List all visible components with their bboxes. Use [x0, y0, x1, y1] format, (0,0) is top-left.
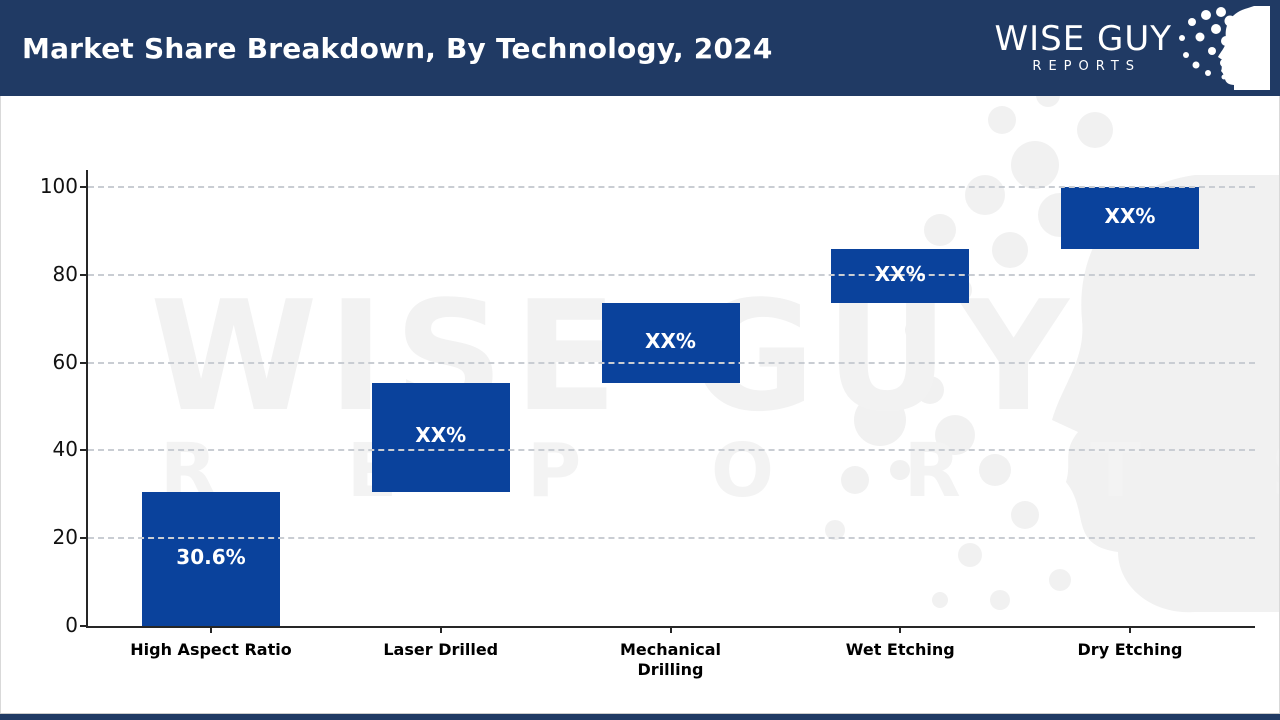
gridline	[88, 449, 1255, 452]
y-tickmark	[80, 625, 88, 627]
x-category-label: Mechanical Drilling	[619, 640, 722, 679]
bar-segment	[831, 248, 970, 303]
y-tick-label: 40	[52, 437, 78, 462]
left-border	[0, 96, 1, 714]
y-tickmark	[80, 361, 88, 364]
gridline	[88, 186, 1255, 188]
page-title: Market Share Breakdown, By Technology, 2…	[22, 31, 773, 65]
y-tick-label: 20	[52, 525, 78, 550]
brand-logo-text: WISE GUY REPORTS	[994, 22, 1172, 74]
x-category-label: Wet Etching	[845, 640, 955, 659]
gridline	[88, 273, 1255, 276]
watermark-text-line2: R E P O R T S	[160, 428, 1280, 514]
y-tick-label: 0	[65, 613, 78, 637]
x-tickmark	[669, 626, 672, 633]
x-tickmark	[899, 626, 902, 633]
y-tickmark	[80, 273, 88, 276]
watermark-face-silhouette	[1052, 175, 1280, 613]
y-tickmark	[80, 449, 88, 452]
y-tick-label: 80	[52, 261, 78, 286]
bar-value-label: XX%	[415, 423, 467, 448]
gridline	[88, 537, 1255, 540]
brand-name: WISE GUY	[994, 19, 1172, 59]
brand-logo: WISE GUY REPORTS	[994, 6, 1270, 90]
x-category-label: High Aspect Ratio	[130, 640, 292, 659]
bar-value-label: XX%	[1104, 203, 1156, 228]
footer-divider	[0, 713, 1280, 714]
brand-face-icon	[1179, 6, 1270, 90]
x-tickmark	[439, 626, 442, 633]
bar-value-label: XX%	[874, 261, 926, 286]
brand-subname: REPORTS	[1032, 59, 1142, 74]
x-axis-line	[86, 626, 1255, 628]
x-category-label: Dry Etching	[1077, 640, 1183, 659]
footer-bar	[0, 714, 1280, 720]
y-tick-label: 60	[52, 349, 78, 374]
x-tickmark	[210, 626, 212, 633]
bar-segment	[601, 302, 740, 384]
header-bar: Market Share Breakdown, By Technology, 2…	[0, 0, 1280, 96]
bar-value-label: 30.6%	[176, 544, 246, 569]
bar-segment	[142, 491, 280, 626]
y-tickmark	[80, 186, 88, 188]
y-tick-label: 100	[39, 174, 78, 198]
bar-segment	[371, 383, 510, 492]
bar-value-label: XX%	[645, 329, 696, 354]
y-tickmark	[80, 537, 88, 540]
y-axis-line	[86, 170, 88, 628]
x-tickmark	[1129, 626, 1131, 633]
bar-segment	[1061, 187, 1199, 249]
gridline	[88, 361, 1255, 364]
x-category-label: Laser Drilled	[383, 640, 499, 659]
